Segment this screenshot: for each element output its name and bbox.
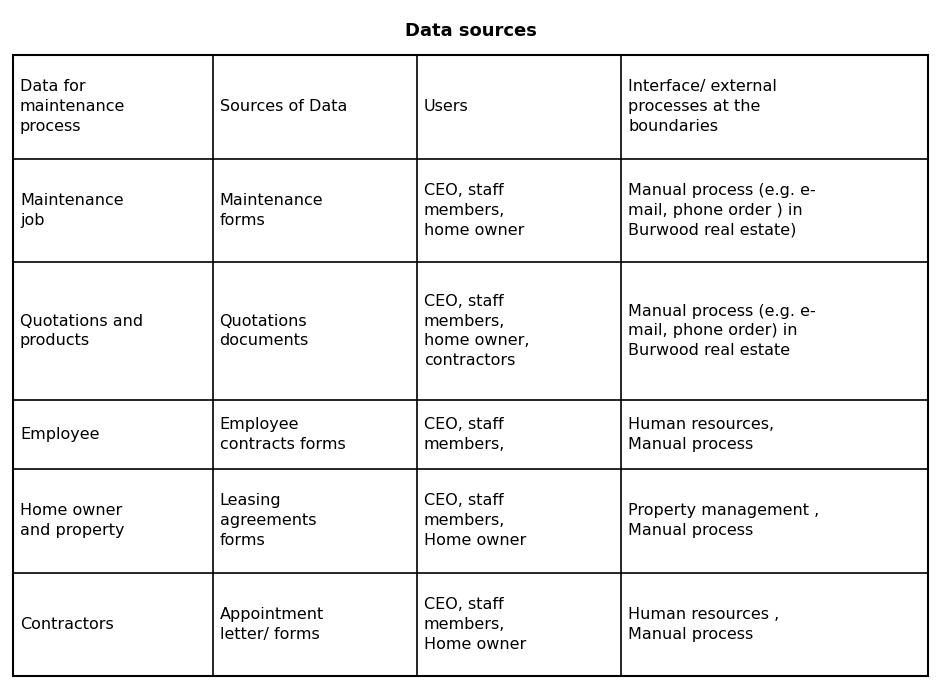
Text: Leasing
agreements
forms: Leasing agreements forms <box>219 493 316 548</box>
Text: CEO, staff
members,
Home owner: CEO, staff members, Home owner <box>424 493 526 548</box>
Text: CEO, staff
members,
Home owner: CEO, staff members, Home owner <box>424 597 526 652</box>
Text: Home owner
and property: Home owner and property <box>20 504 124 538</box>
Text: Data for
maintenance
process: Data for maintenance process <box>20 80 125 134</box>
Text: Employee: Employee <box>20 427 100 442</box>
Text: Manual process (e.g. e-
mail, phone order) in
Burwood real estate: Manual process (e.g. e- mail, phone orde… <box>629 304 816 358</box>
Text: Interface/ external
processes at the
boundaries: Interface/ external processes at the bou… <box>629 80 777 134</box>
Text: Data sources: Data sources <box>405 22 536 40</box>
Text: Manual process (e.g. e-
mail, phone order ) in
Burwood real estate): Manual process (e.g. e- mail, phone orde… <box>629 183 816 237</box>
Text: Users: Users <box>424 99 469 115</box>
Text: Property management ,
Manual process: Property management , Manual process <box>629 504 820 538</box>
Text: Appointment
letter/ forms: Appointment letter/ forms <box>219 607 324 641</box>
Text: Human resources ,
Manual process: Human resources , Manual process <box>629 607 780 641</box>
Text: Sources of Data: Sources of Data <box>219 99 347 115</box>
Text: Maintenance
forms: Maintenance forms <box>219 193 323 228</box>
Text: CEO, staff
members,
home owner: CEO, staff members, home owner <box>424 183 524 237</box>
Text: Contractors: Contractors <box>20 617 114 632</box>
Text: CEO, staff
members,: CEO, staff members, <box>424 417 505 452</box>
Text: Quotations
documents: Quotations documents <box>219 314 309 348</box>
Text: Maintenance
job: Maintenance job <box>20 193 123 228</box>
Text: Quotations and
products: Quotations and products <box>20 314 143 348</box>
Text: CEO, staff
members,
home owner,
contractors: CEO, staff members, home owner, contract… <box>424 294 530 368</box>
Text: Human resources,
Manual process: Human resources, Manual process <box>629 417 774 452</box>
Text: Employee
contracts forms: Employee contracts forms <box>219 417 345 452</box>
